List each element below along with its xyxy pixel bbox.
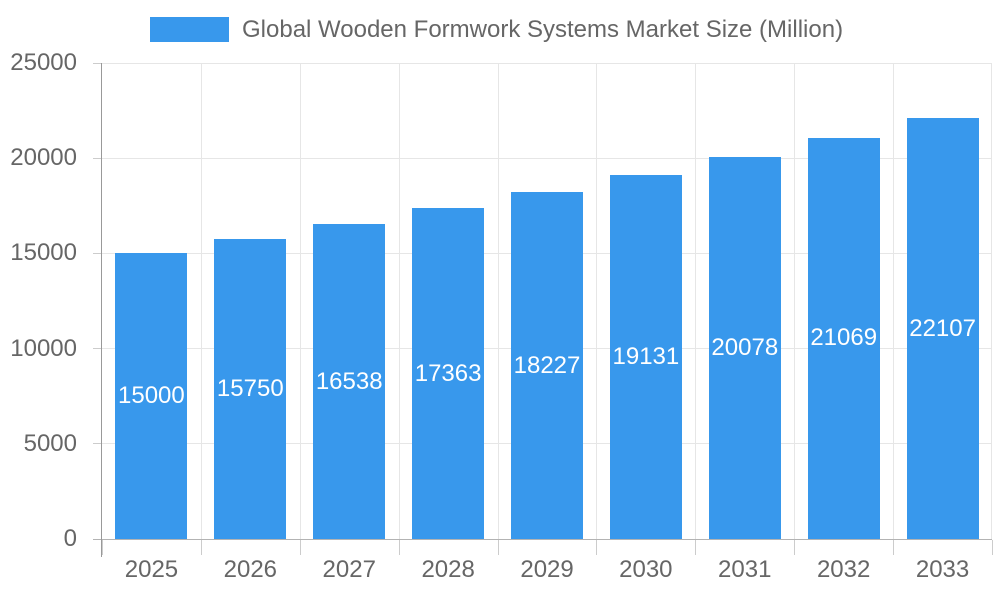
y-tick — [93, 348, 101, 350]
bar-2030: 19131 — [609, 174, 682, 539]
x-tick — [299, 540, 301, 555]
gridline-v — [200, 63, 202, 539]
bar-2027: 16538 — [313, 224, 386, 539]
bar-2031: 20078 — [708, 156, 781, 539]
y-tick-label: 0 — [63, 525, 77, 552]
x-tick-label: 2033 — [915, 556, 970, 583]
x-tick-label: 2030 — [619, 556, 673, 583]
gridline-v — [794, 63, 796, 539]
gridline-v — [596, 63, 598, 539]
x-tick — [398, 540, 400, 555]
bar-value-label: 17363 — [414, 359, 482, 387]
y-tick-label: 25000 — [10, 49, 77, 76]
bar-2033: 22107 — [906, 118, 979, 539]
x-tick — [893, 540, 895, 555]
x-tick-label: 2025 — [124, 556, 179, 583]
bar-2032: 21069 — [807, 137, 880, 539]
y-tick-label: 10000 — [10, 334, 77, 362]
y-tick — [93, 62, 101, 64]
x-tick — [200, 540, 202, 555]
x-tick-label: 2026 — [223, 556, 278, 583]
gridline-v — [695, 63, 697, 539]
x-tick-label: 2032 — [816, 556, 871, 583]
bar-value-label: 15000 — [118, 382, 185, 410]
bar-2026: 15750 — [214, 239, 287, 539]
gridline-v — [893, 63, 895, 539]
x-tick — [794, 540, 796, 555]
bar-2028: 17363 — [412, 208, 485, 539]
x-tick — [695, 540, 697, 555]
bar-value-label: 22107 — [909, 314, 976, 342]
x-tick-label: 2029 — [520, 556, 574, 583]
x-tick-label: 2028 — [421, 556, 475, 583]
y-tick-label: 20000 — [10, 144, 77, 172]
x-tick — [102, 540, 103, 555]
gridline-h — [102, 62, 992, 64]
legend-swatch-icon — [150, 17, 229, 42]
gridline-h — [102, 157, 992, 159]
plot-area: 15000 15750 16538 17363 18227 19131 20078 21069… — [102, 62, 992, 539]
gridline-v — [497, 63, 499, 539]
bar-value-label: 18227 — [513, 351, 581, 379]
x-axis-line — [93, 539, 992, 540]
gridline-v — [991, 63, 992, 539]
bar-value-label: 21069 — [810, 324, 878, 352]
bar-value-label: 15750 — [216, 375, 284, 403]
legend-label: Global Wooden Formwork Systems Market Si… — [242, 15, 844, 43]
x-tick — [497, 540, 499, 555]
y-tick — [93, 157, 101, 159]
bar-value-label: 16538 — [315, 367, 383, 395]
bar-value-label: 20078 — [711, 333, 779, 361]
x-tick — [992, 540, 993, 555]
gridline-v — [299, 63, 301, 539]
y-tick — [93, 443, 101, 445]
bar-value-label: 19131 — [612, 342, 680, 370]
bar-2029: 18227 — [511, 192, 583, 539]
bar-2025: 15000 — [115, 253, 188, 539]
y-tick-label: 5000 — [23, 429, 77, 457]
x-tick-label: 2031 — [718, 556, 772, 583]
y-axis-line — [101, 63, 102, 557]
y-tick — [93, 252, 101, 254]
x-tick-label: 2027 — [322, 556, 376, 583]
legend[interactable]: Global Wooden Formwork Systems Market Si… — [150, 17, 843, 42]
x-tick — [596, 540, 598, 555]
y-tick-label: 15000 — [10, 239, 77, 267]
gridline-v — [398, 63, 400, 539]
